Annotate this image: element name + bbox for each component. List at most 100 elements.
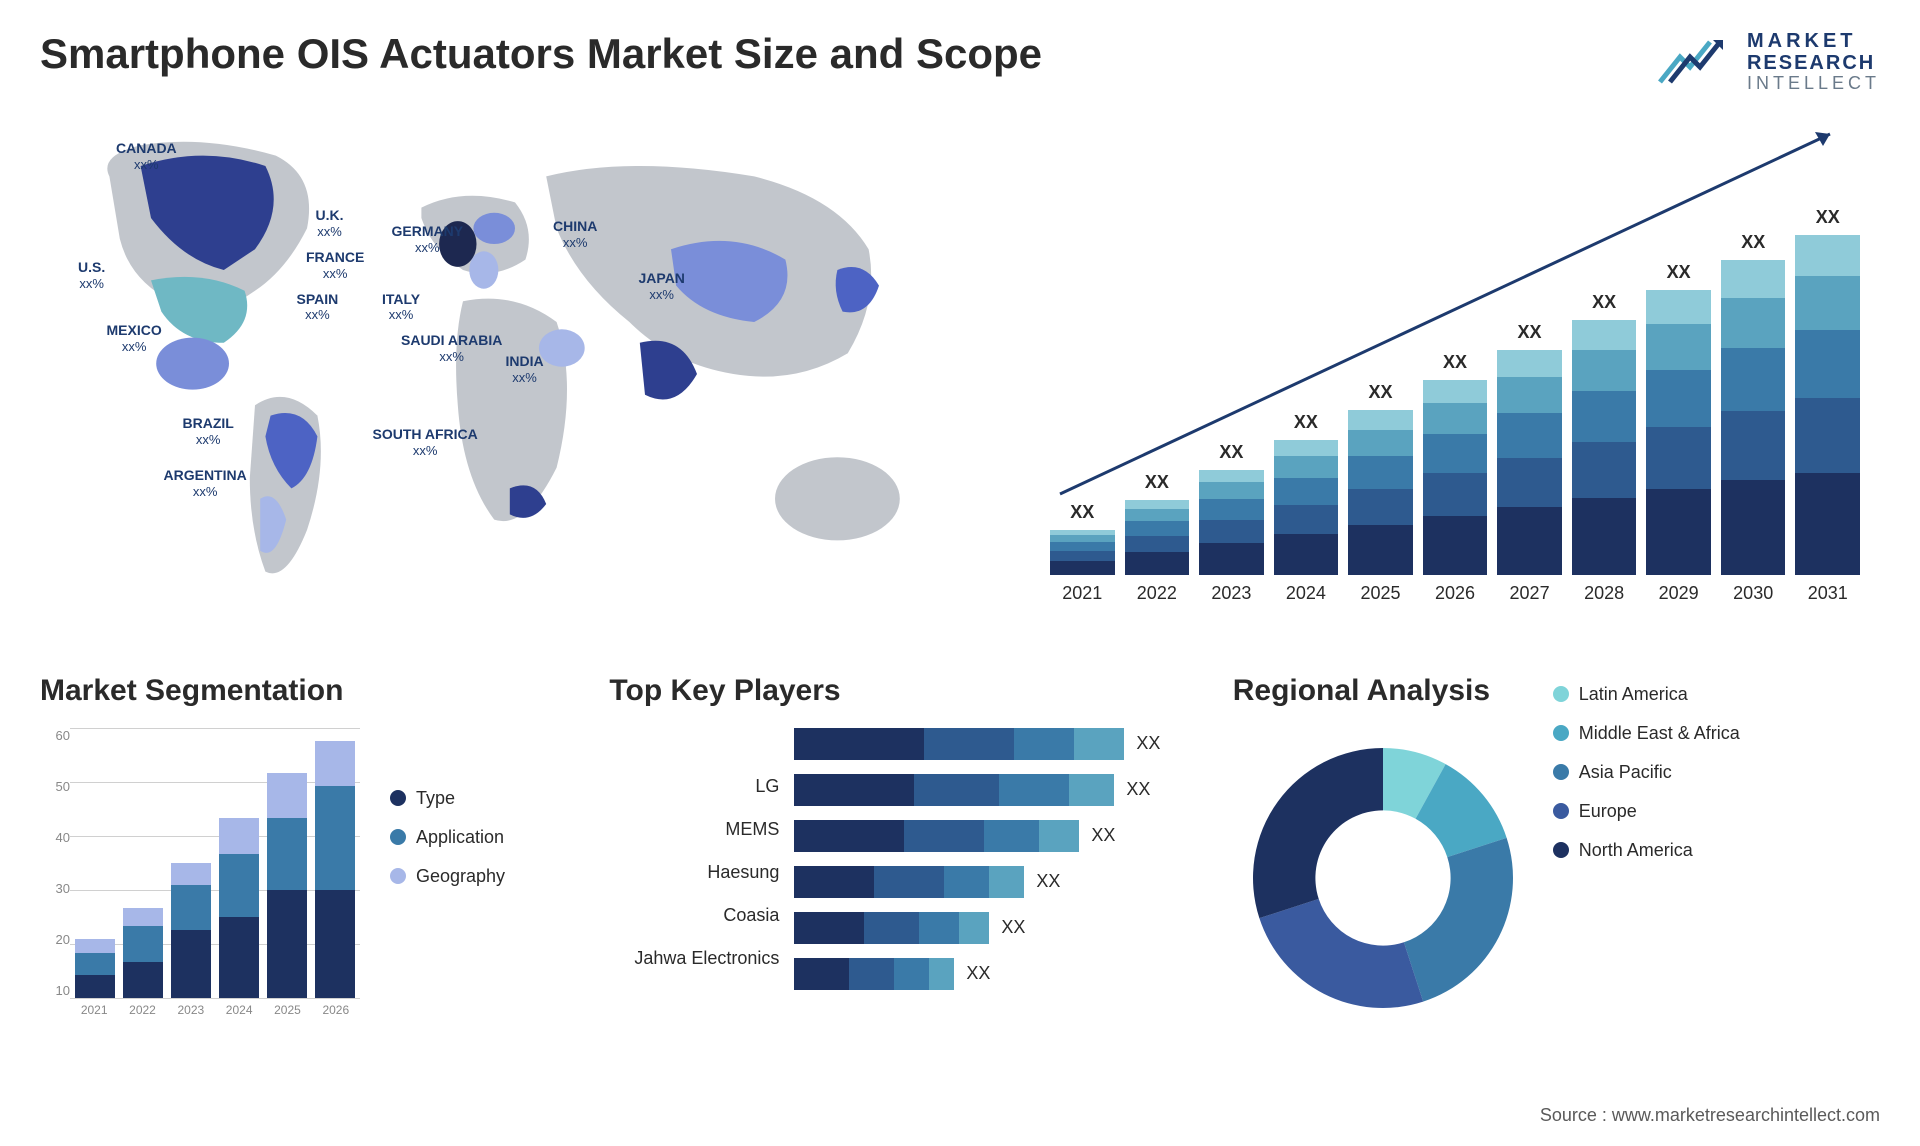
player-bar: XX	[794, 912, 1202, 944]
legend-item: Application	[390, 827, 505, 848]
legend-dot-icon	[1553, 842, 1569, 858]
logo-text: MARKET RESEARCH INTELLECT	[1747, 30, 1880, 94]
bar-value-label: XX	[1348, 382, 1413, 403]
bar-value-label: XX	[1050, 502, 1115, 523]
regional-legend: Latin AmericaMiddle East & AfricaAsia Pa…	[1553, 674, 1740, 1094]
legend-item: Latin America	[1553, 684, 1740, 705]
legend-dot-icon	[1553, 764, 1569, 780]
map-label: ARGENTINAxx%	[164, 467, 247, 499]
player-value-label: XX	[1136, 733, 1160, 754]
bar-year-label: 2028	[1584, 583, 1624, 604]
player-name-label: LG	[755, 776, 779, 797]
growth-bar: XX2022	[1125, 500, 1190, 604]
player-value-label: XX	[1091, 825, 1115, 846]
growth-bar: XX2026	[1423, 380, 1488, 604]
player-bar: XX	[794, 728, 1202, 760]
map-label: FRANCExx%	[306, 249, 364, 281]
segmentation-bar	[75, 939, 115, 998]
players-chart: LG MEMS Haesung Coasia Jahwa Electronics XX X…	[609, 728, 1202, 990]
legend-item: North America	[1553, 840, 1740, 861]
bar-year-label: 2021	[1062, 583, 1102, 604]
legend-item: Asia Pacific	[1553, 762, 1740, 783]
donut-chart	[1233, 728, 1533, 1028]
legend-dot-icon	[1553, 725, 1569, 741]
player-value-label: XX	[1001, 917, 1025, 938]
growth-bar: XX2027	[1497, 350, 1562, 604]
segmentation-section: Market Segmentation 605040302010 2021202…	[40, 674, 579, 1094]
map-label: GERMANYxx%	[392, 223, 464, 255]
legend-item: Europe	[1553, 801, 1740, 822]
player-bar: XX	[794, 820, 1202, 852]
bar-year-label: 2024	[1286, 583, 1326, 604]
players-title: Top Key Players	[609, 674, 1202, 708]
player-name-label: MEMS	[725, 819, 779, 840]
segmentation-bar	[267, 773, 307, 998]
bar-year-label: 2026	[1435, 583, 1475, 604]
player-bar: XX	[794, 958, 1202, 990]
player-bar: XX	[794, 774, 1202, 806]
bar-year-label: 2029	[1659, 583, 1699, 604]
growth-bar: XX2028	[1572, 320, 1637, 604]
map-label: SPAINxx%	[297, 291, 339, 323]
bar-year-label: 2025	[1360, 583, 1400, 604]
growth-bar: XX2024	[1274, 440, 1339, 604]
legend-item: Geography	[390, 866, 505, 887]
logo-icon	[1655, 32, 1735, 92]
player-name-label: Haesung	[707, 862, 779, 883]
growth-bar: XX2031	[1795, 235, 1860, 604]
player-value-label: XX	[1036, 871, 1060, 892]
map-label: JAPANxx%	[639, 270, 685, 302]
donut-segment	[1259, 899, 1423, 1008]
bar-value-label: XX	[1423, 352, 1488, 373]
map-label: CANADAxx%	[116, 140, 177, 172]
world-map: CANADAxx% U.S.xx% MEXICOxx% BRAZILxx% ARGENT…	[40, 114, 990, 634]
player-name-label: Jahwa Electronics	[634, 948, 779, 969]
bar-year-label: 2027	[1510, 583, 1550, 604]
regional-title: Regional Analysis	[1233, 674, 1533, 708]
map-label: SAUDI ARABIAxx%	[401, 332, 502, 364]
legend-item: Type	[390, 788, 505, 809]
players-section: Top Key Players LG MEMS Haesung Coasia Jahwa…	[609, 674, 1202, 1094]
segmentation-bar	[219, 818, 259, 998]
player-bar: XX	[794, 866, 1202, 898]
segmentation-bar	[171, 863, 211, 998]
bar-year-label: 2023	[1211, 583, 1251, 604]
map-label: SOUTH AFRICAxx%	[373, 426, 478, 458]
segmentation-title: Market Segmentation	[40, 674, 579, 708]
donut-segment	[1253, 748, 1383, 918]
bar-value-label: XX	[1199, 442, 1264, 463]
bar-value-label: XX	[1721, 232, 1786, 253]
segmentation-plot: 605040302010 202120222023202420252026	[40, 728, 360, 1028]
growth-bar: XX2021	[1050, 530, 1115, 604]
segmentation-chart: 605040302010 202120222023202420252026 Ty…	[40, 728, 579, 1028]
map-label: U.S.xx%	[78, 259, 105, 291]
map-label: BRAZILxx%	[183, 415, 234, 447]
player-value-label: XX	[1126, 779, 1150, 800]
player-name-label: Coasia	[723, 905, 779, 926]
legend-dot-icon	[1553, 803, 1569, 819]
map-label: CHINAxx%	[553, 218, 597, 250]
growth-bar: XX2029	[1646, 290, 1711, 604]
header: Smartphone OIS Actuators Market Size and…	[40, 30, 1880, 94]
source-text: Source : www.marketresearchintellect.com	[1540, 1105, 1880, 1126]
segmentation-bar	[315, 741, 355, 998]
bar-value-label: XX	[1572, 292, 1637, 313]
bar-year-label: 2031	[1808, 583, 1848, 604]
bar-year-label: 2030	[1733, 583, 1773, 604]
map-label: MEXICOxx%	[107, 322, 162, 354]
legend-dot-icon	[1553, 686, 1569, 702]
growth-bar: XX2030	[1721, 260, 1786, 604]
player-value-label: XX	[966, 963, 990, 984]
growth-bar: XX2023	[1199, 470, 1264, 604]
regional-section: Regional Analysis Latin AmericaMiddle Ea…	[1233, 674, 1880, 1094]
bar-value-label: XX	[1795, 207, 1860, 228]
bottom-row: Market Segmentation 605040302010 2021202…	[40, 674, 1880, 1094]
bar-value-label: XX	[1646, 262, 1711, 283]
logo: MARKET RESEARCH INTELLECT	[1655, 30, 1880, 94]
legend-dot-icon	[390, 790, 406, 806]
map-label: U.K.xx%	[316, 207, 344, 239]
legend-dot-icon	[390, 829, 406, 845]
top-row: CANADAxx% U.S.xx% MEXICOxx% BRAZILxx% ARGENT…	[40, 114, 1880, 634]
bar-value-label: XX	[1497, 322, 1562, 343]
bar-year-label: 2022	[1137, 583, 1177, 604]
